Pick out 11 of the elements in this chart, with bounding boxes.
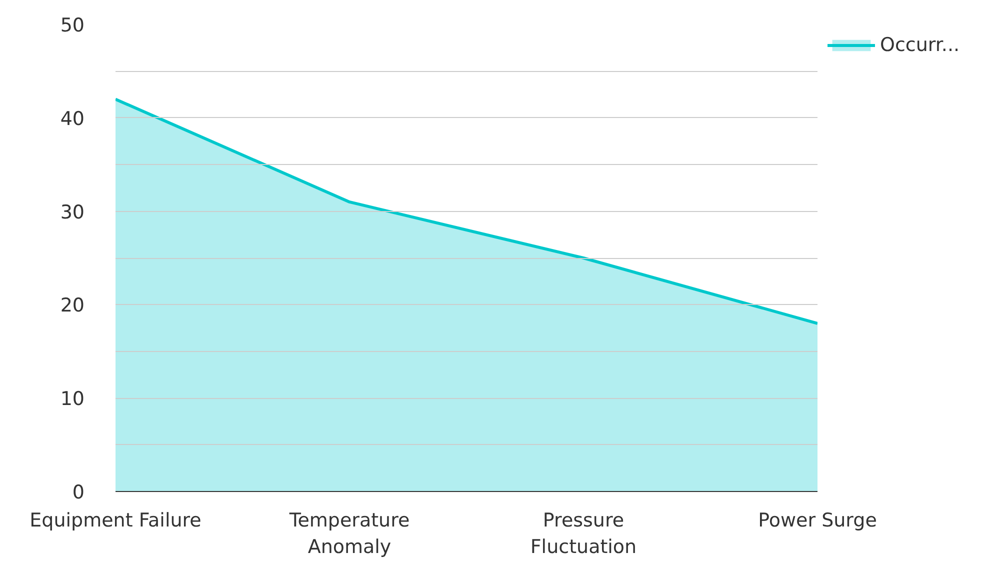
- x-tick-label: Equipment Failure: [30, 510, 202, 532]
- y-tick-label: 30: [60, 201, 85, 224]
- x-tick-label: Temperature Anomaly: [288, 510, 410, 558]
- y-tick-label: 10: [60, 388, 85, 410]
- x-tick-label: Power Surge: [758, 510, 877, 532]
- y-tick-label: 0: [72, 482, 85, 504]
- x-tick-label: Pressure Fluctuation: [530, 510, 637, 558]
- y-tick-label: 20: [60, 294, 85, 317]
- y-tick-label: 40: [60, 108, 85, 130]
- y-tick-label: 50: [60, 14, 85, 36]
- legend-label: Occurr...: [880, 34, 960, 56]
